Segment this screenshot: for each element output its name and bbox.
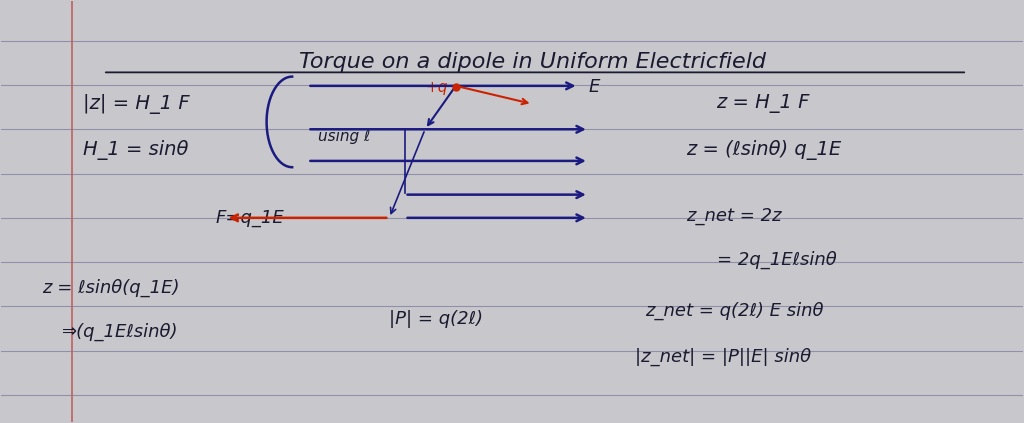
Text: using ℓ: using ℓ — [317, 129, 370, 144]
Text: |z_net| = |P||E| sinθ: |z_net| = |P||E| sinθ — [635, 348, 811, 366]
Text: z = H_1 F: z = H_1 F — [717, 94, 810, 113]
Text: |z| = H_1 F: |z| = H_1 F — [83, 94, 189, 114]
Text: +q: +q — [425, 80, 447, 95]
Text: z = ℓsinθ(q_1E): z = ℓsinθ(q_1E) — [42, 278, 179, 297]
Text: z = (ℓsinθ) q_1E: z = (ℓsinθ) q_1E — [686, 140, 841, 160]
Text: Torque on a dipole in Uniform Electricfield: Torque on a dipole in Uniform Electricfi… — [299, 52, 766, 72]
Text: = 2q_1Eℓsinθ: = 2q_1Eℓsinθ — [717, 251, 837, 269]
Text: H_1 = sinθ: H_1 = sinθ — [83, 140, 187, 160]
Text: z_net = 2z: z_net = 2z — [686, 207, 781, 225]
Text: z_net = q(2ℓ) E sinθ: z_net = q(2ℓ) E sinθ — [645, 302, 823, 320]
Text: ⇒(q_1Eℓsinθ): ⇒(q_1Eℓsinθ) — [62, 322, 178, 341]
Text: |P| = q(2ℓ): |P| = q(2ℓ) — [389, 310, 483, 328]
Text: F=q_1E: F=q_1E — [215, 209, 285, 227]
Text: E: E — [589, 78, 600, 96]
